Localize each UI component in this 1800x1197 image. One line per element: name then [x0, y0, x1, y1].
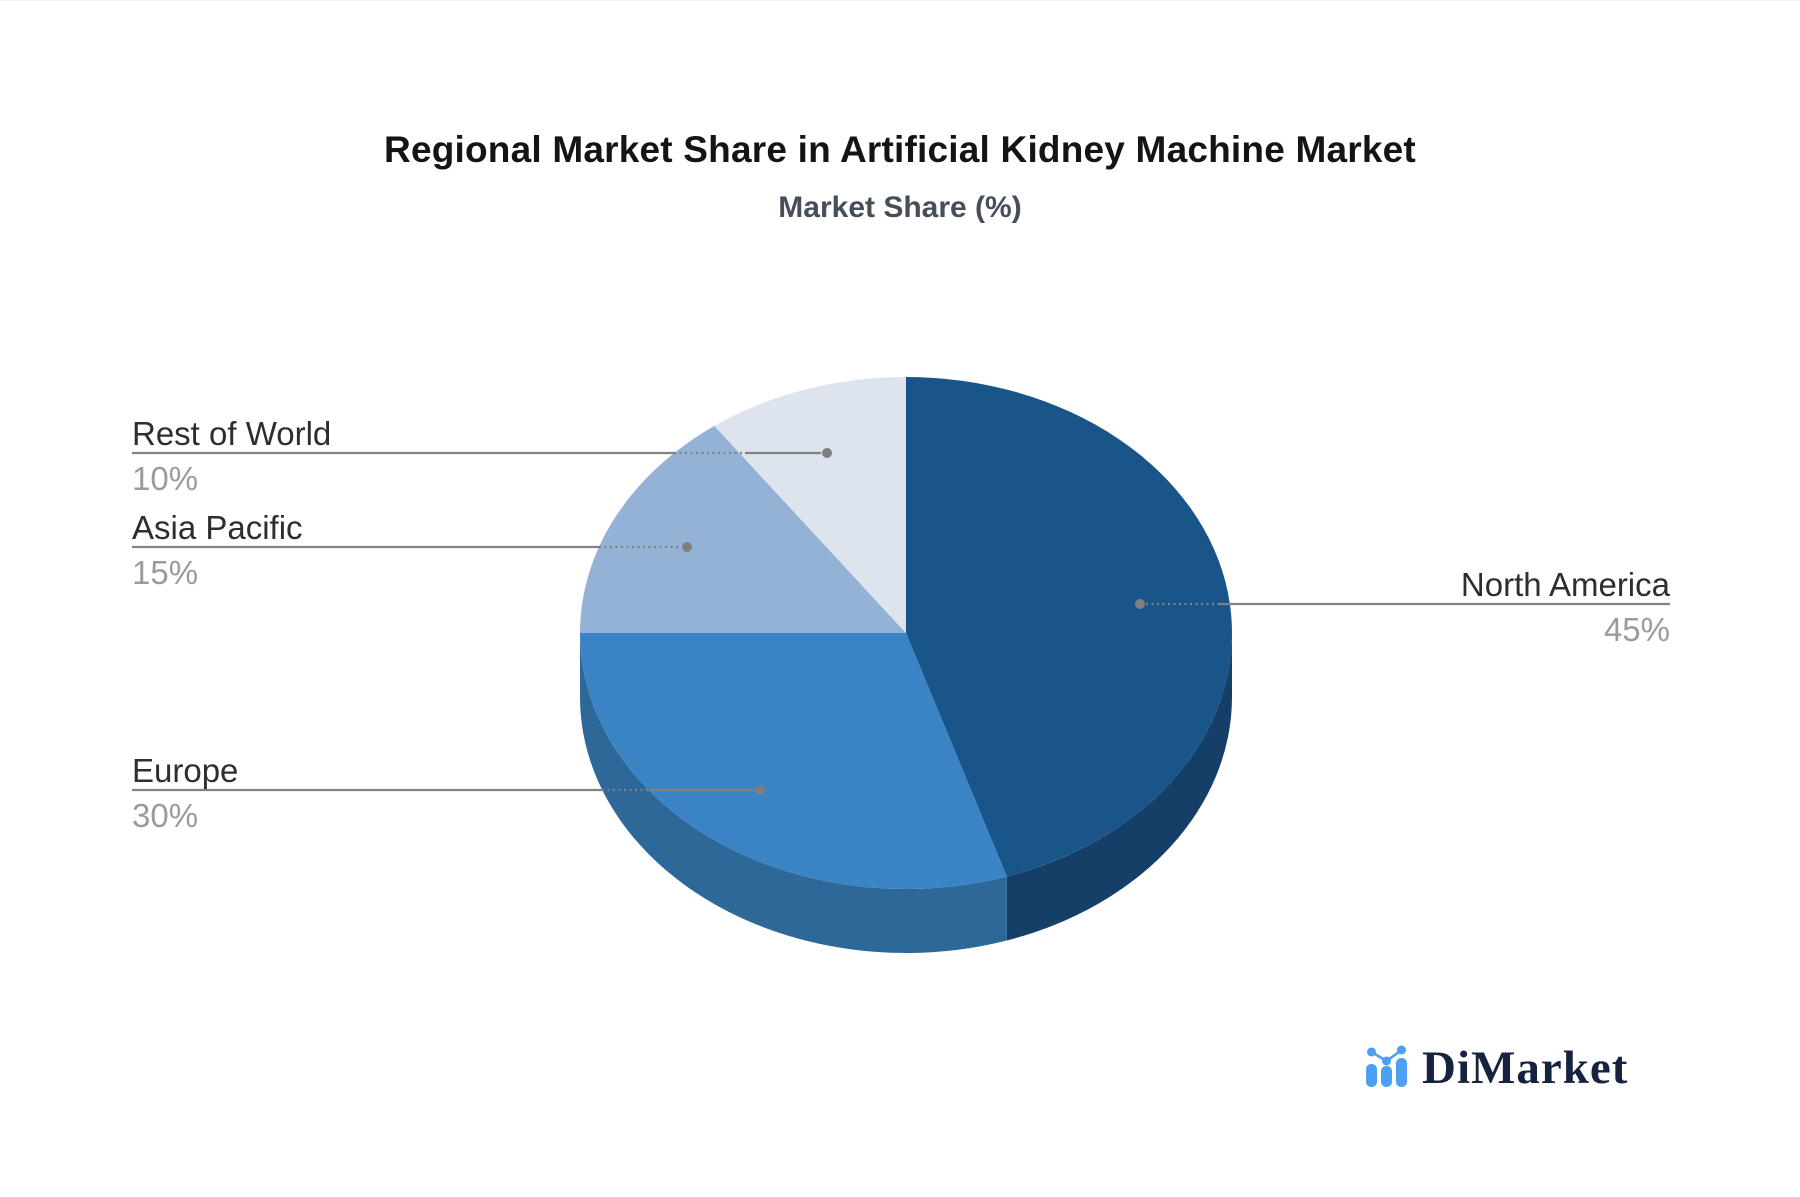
anchor-dot-rest-of-world [822, 448, 832, 458]
logo-text: DiMarket [1422, 1042, 1629, 1094]
bar-line-chart-icon [1366, 1045, 1407, 1087]
anchor-dot-north-america [1135, 599, 1145, 609]
slice-label-rest-of-world: Rest of World [132, 415, 332, 452]
brand-logo: DiMarket [1362, 1041, 1628, 1092]
pie-slice-asia-pacific [580, 425, 906, 633]
pie-slice-rest-of-world [714, 377, 906, 633]
chart-subtitle: Market Share (%) [778, 191, 1022, 224]
slice-label-asia-pacific: Asia Pacific [132, 509, 303, 546]
pie-slice-side-north-america [1006, 633, 1232, 941]
slice-value-europe: 30% [132, 797, 199, 834]
slice-value-north-america: 45% [1603, 611, 1670, 648]
slice-label-north-america: North America [1460, 566, 1670, 603]
pie-slice-side-europe [580, 633, 1007, 953]
pie-slice-europe [580, 633, 1007, 890]
pie-slice-north-america [906, 377, 1232, 877]
slice-label-europe: Europe [132, 752, 239, 789]
slice-value-asia-pacific: 15% [132, 554, 199, 591]
chart-title: Regional Market Share in Artificial Kidn… [384, 129, 1416, 170]
anchor-dot-europe [755, 785, 765, 795]
anchor-dot-asia-pacific [682, 542, 692, 552]
slice-value-rest-of-world: 10% [132, 460, 199, 497]
